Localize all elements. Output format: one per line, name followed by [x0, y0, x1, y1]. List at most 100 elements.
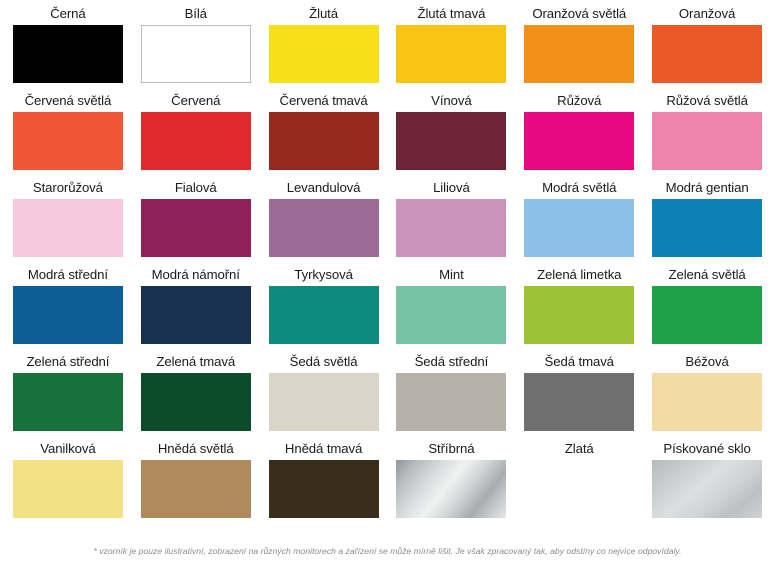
swatch-cell[interactable]: Modrá námořní: [132, 263, 260, 350]
footnote-text: * vzorník je pouze ilustrativní, zobraze…: [93, 545, 682, 556]
swatch-color-chip[interactable]: [140, 286, 251, 344]
swatch-color-chip[interactable]: [652, 199, 763, 257]
swatch-cell[interactable]: Pískované sklo: [643, 437, 771, 524]
swatch-color-chip[interactable]: [140, 460, 251, 518]
swatch-color-chip[interactable]: [396, 25, 507, 83]
swatch-cell[interactable]: Bílá: [132, 2, 260, 89]
swatch-color-chip[interactable]: [652, 460, 763, 518]
swatch-cell[interactable]: Mint: [388, 263, 516, 350]
swatch-label: Zelená limetka: [537, 266, 622, 282]
swatch-label: Modrá střední: [27, 266, 108, 282]
swatch-label: Hnědá světlá: [157, 440, 234, 456]
swatch-cell[interactable]: Levandulová: [260, 176, 388, 263]
swatch-label: Stříbrná: [428, 440, 475, 456]
swatch-cell[interactable]: Hnědá světlá: [132, 437, 260, 524]
swatch-color-chip[interactable]: [12, 199, 123, 257]
swatch-cell[interactable]: Růžová: [515, 89, 643, 176]
swatch-cell[interactable]: Žlutá: [260, 2, 388, 89]
swatch-label: Šedá tmavá: [544, 353, 614, 369]
swatch-color-chip[interactable]: [524, 25, 635, 83]
swatch-cell[interactable]: Modrá gentian: [643, 176, 771, 263]
swatch-color-chip[interactable]: [268, 199, 379, 257]
swatch-color-chip[interactable]: [140, 199, 251, 257]
swatch-cell[interactable]: Zelená limetka: [515, 263, 643, 350]
swatch-color-chip[interactable]: [268, 286, 379, 344]
swatch-color-chip[interactable]: [652, 286, 763, 344]
swatch-label: Zelená tmavá: [156, 353, 236, 369]
swatch-color-chip[interactable]: [12, 460, 123, 518]
swatch-cell[interactable]: Modrá světlá: [515, 176, 643, 263]
swatch-label: Béžová: [685, 353, 729, 369]
swatch-label: Růžová světlá: [666, 92, 748, 108]
swatch-cell[interactable]: Oranžová světlá: [515, 2, 643, 89]
swatch-cell[interactable]: Šedá tmavá: [515, 350, 643, 437]
swatch-label: Mint: [439, 266, 464, 282]
swatch-color-chip[interactable]: [524, 199, 635, 257]
swatch-color-chip[interactable]: [12, 373, 123, 431]
swatch-cell[interactable]: Vanilková: [4, 437, 132, 524]
swatch-cell[interactable]: Oranžová: [643, 2, 771, 89]
swatch-color-chip[interactable]: [396, 286, 507, 344]
swatch-label: Vínová: [431, 92, 472, 108]
swatch-color-chip[interactable]: [140, 373, 251, 431]
swatch-cell[interactable]: Růžová světlá: [643, 89, 771, 176]
swatch-color-chip[interactable]: [524, 112, 635, 170]
swatch-grid: Černá Bílá Žlutá Žlutá tmavá Oranžová světlá…: [4, 2, 771, 524]
swatch-color-chip[interactable]: [268, 373, 379, 431]
swatch-cell[interactable]: Fialová: [132, 176, 260, 263]
swatch-cell[interactable]: Tyrkysová: [260, 263, 388, 350]
swatch-label: Modrá gentian: [665, 179, 749, 195]
swatch-color-chip[interactable]: [12, 112, 123, 170]
swatch-color-chip[interactable]: [140, 25, 251, 83]
swatch-cell[interactable]: Červená tmavá: [260, 89, 388, 176]
swatch-label: Šedá střední: [414, 353, 489, 369]
swatch-cell[interactable]: Červená světlá: [4, 89, 132, 176]
swatch-label: Oranžová: [678, 5, 736, 21]
swatch-cell[interactable]: Zelená světlá: [643, 263, 771, 350]
swatch-label: Růžová: [557, 92, 602, 108]
swatch-color-chip[interactable]: [524, 373, 635, 431]
swatch-cell[interactable]: Zelená tmavá: [132, 350, 260, 437]
swatch-label: Tyrkysová: [294, 266, 353, 282]
swatch-color-chip[interactable]: [12, 286, 123, 344]
swatch-color-chip[interactable]: [524, 460, 634, 518]
swatch-cell[interactable]: Šedá světlá: [260, 350, 388, 437]
swatch-label: Hnědá tmavá: [284, 440, 363, 456]
swatch-color-chip[interactable]: [268, 25, 379, 83]
swatch-color-chip[interactable]: [396, 460, 507, 518]
swatch-cell[interactable]: Liliová: [388, 176, 516, 263]
swatch-cell[interactable]: Béžová: [643, 350, 771, 437]
swatch-cell[interactable]: Vínová: [388, 89, 516, 176]
swatch-cell[interactable]: Zelená střední: [4, 350, 132, 437]
swatch-color-chip[interactable]: [524, 286, 635, 344]
swatch-cell[interactable]: Modrá střední: [4, 263, 132, 350]
swatch-cell[interactable]: Starorůžová: [4, 176, 132, 263]
swatch-cell[interactable]: Šedá střední: [388, 350, 516, 437]
swatch-cell[interactable]: Červená: [132, 89, 260, 176]
swatch-label: Zelená střední: [26, 353, 110, 369]
swatch-cell[interactable]: Stříbrná: [388, 437, 516, 524]
swatch-color-chip[interactable]: [140, 112, 251, 170]
swatch-color-chip[interactable]: [396, 199, 507, 257]
swatch-color-chip[interactable]: [268, 112, 379, 170]
swatch-label: Zlatá: [564, 440, 594, 456]
swatch-label: Černá: [50, 5, 86, 21]
swatch-color-chip[interactable]: [652, 112, 763, 170]
swatch-cell[interactable]: Hnědá tmavá: [260, 437, 388, 524]
swatch-cell[interactable]: Žlutá tmavá: [388, 2, 516, 89]
swatch-color-chip[interactable]: [652, 373, 763, 431]
swatch-label: Starorůžová: [32, 179, 103, 195]
swatch-color-chip[interactable]: [396, 373, 507, 431]
swatch-label: Zelená světlá: [668, 266, 746, 282]
swatch-cell[interactable]: Černá: [4, 2, 132, 89]
swatch-cell[interactable]: Zlatá: [515, 437, 643, 524]
swatch-label: Liliová: [433, 179, 470, 195]
swatch-label: Červená světlá: [24, 92, 112, 108]
swatch-label: Vanilková: [40, 440, 96, 456]
swatch-color-chip[interactable]: [12, 25, 123, 83]
swatch-color-chip[interactable]: [396, 112, 507, 170]
swatch-label: Červená tmavá: [279, 92, 368, 108]
swatch-color-chip[interactable]: [652, 25, 763, 83]
swatch-color-chip[interactable]: [268, 460, 379, 518]
